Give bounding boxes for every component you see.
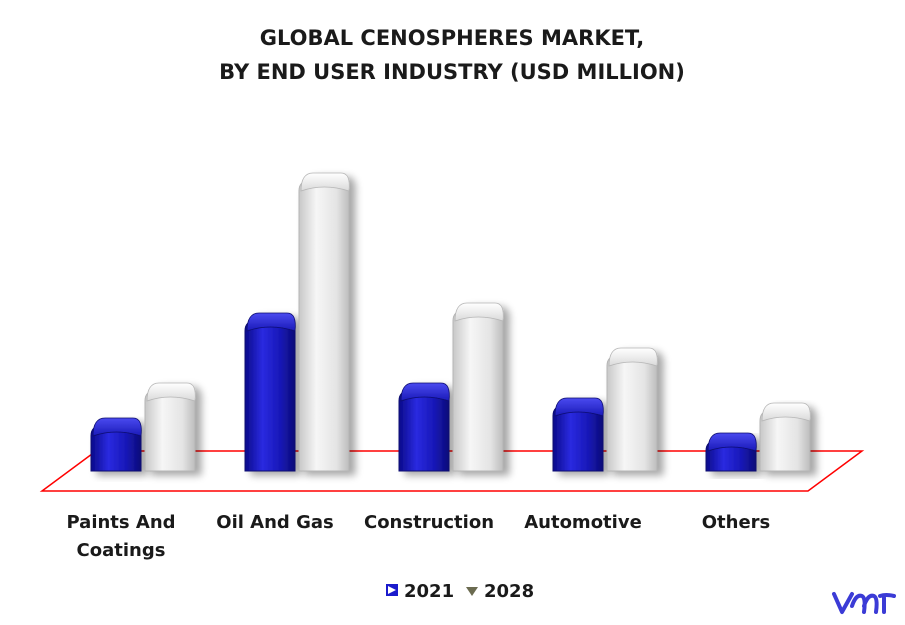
category-labels: Paints And Coatings Oil And Gas Constructio… — [66, 512, 770, 561]
category-label-line: Construction — [364, 512, 494, 533]
bar-top — [92, 417, 142, 437]
legend-marker-2021-arrow — [388, 586, 396, 594]
legend-item-2028: 2028 — [466, 581, 534, 602]
legend-marker-2028 — [466, 587, 478, 596]
legend-label-2028: 2028 — [484, 581, 534, 602]
bar-2028-3 — [606, 347, 658, 472]
legend-item-2021: 2021 — [386, 581, 454, 602]
bar-2028-4 — [759, 402, 811, 472]
category-label-0: Paints And Coatings — [66, 512, 175, 561]
bar-body — [298, 180, 350, 472]
bar-top — [454, 302, 504, 322]
bar-top — [554, 397, 604, 417]
category-label-line: Automotive — [524, 512, 642, 533]
bar-top — [761, 402, 811, 422]
bar-body — [552, 405, 604, 472]
category-label-1: Oil And Gas — [216, 512, 333, 533]
category-label-line: Coatings — [77, 540, 166, 561]
bar-top — [608, 347, 658, 367]
bar-top — [246, 312, 296, 332]
category-label-4: Others — [702, 512, 771, 533]
bar-2021-4 — [705, 432, 757, 472]
bar-body — [452, 310, 504, 472]
legend-label-2021: 2021 — [404, 581, 454, 602]
bar-top — [300, 172, 350, 192]
bar-2028-0 — [144, 382, 196, 472]
bar-2021-3 — [552, 397, 604, 472]
chart-title-line-2: BY END USER INDUSTRY (USD MILLION) — [219, 60, 685, 84]
vmr-logo-mark — [832, 592, 896, 614]
category-label-line: Oil And Gas — [216, 512, 333, 533]
category-label-line: Paints And — [66, 512, 175, 533]
bar-2028-2 — [452, 302, 504, 472]
category-label-line: Others — [702, 512, 771, 533]
bar-body — [606, 355, 658, 472]
bar-body — [244, 320, 296, 472]
bars-group — [90, 172, 811, 472]
category-label-3: Automotive — [524, 512, 642, 533]
bar-2021-2 — [398, 382, 450, 472]
category-label-2: Construction — [364, 512, 494, 533]
vmr-logo — [832, 592, 896, 614]
bar-body — [398, 390, 450, 472]
bar-top — [400, 382, 450, 402]
chart-title-line-1: GLOBAL CENOSPHERES MARKET, — [260, 26, 645, 50]
bar-2021-1 — [244, 312, 296, 472]
bar-body — [144, 390, 196, 472]
bar-body — [759, 410, 811, 472]
bar-top — [707, 432, 757, 452]
bar-2028-1 — [298, 172, 350, 472]
bar-2021-0 — [90, 417, 142, 472]
legend: 2021 2028 — [386, 581, 534, 602]
bar-top — [146, 382, 196, 402]
